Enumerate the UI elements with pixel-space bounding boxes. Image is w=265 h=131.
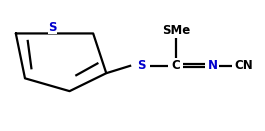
Text: S: S — [138, 59, 146, 72]
Text: SMe: SMe — [162, 24, 190, 37]
Text: C: C — [171, 59, 180, 72]
Text: N: N — [207, 59, 218, 72]
Text: CN: CN — [235, 59, 253, 72]
Text: S: S — [48, 21, 57, 34]
